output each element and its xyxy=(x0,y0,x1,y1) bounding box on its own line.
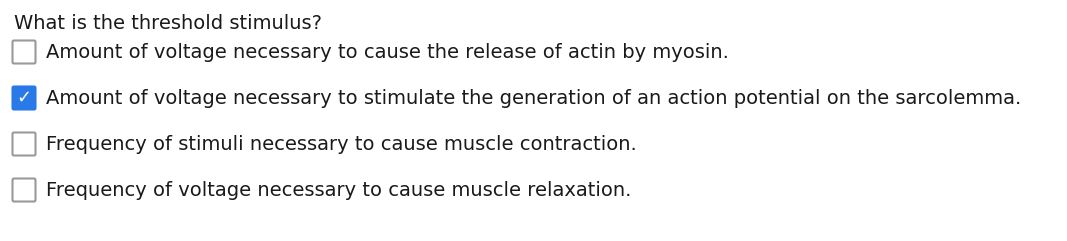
Text: Amount of voltage necessary to stimulate the generation of an action potential o: Amount of voltage necessary to stimulate… xyxy=(46,88,1021,107)
Text: Amount of voltage necessary to cause the release of actin by myosin.: Amount of voltage necessary to cause the… xyxy=(46,42,729,61)
FancyBboxPatch shape xyxy=(13,87,35,109)
FancyBboxPatch shape xyxy=(13,133,35,155)
Text: What is the threshold stimulus?: What is the threshold stimulus? xyxy=(14,14,322,33)
Text: ✓: ✓ xyxy=(16,89,32,107)
Text: Frequency of voltage necessary to cause muscle relaxation.: Frequency of voltage necessary to cause … xyxy=(46,181,632,200)
Text: Frequency of stimuli necessary to cause muscle contraction.: Frequency of stimuli necessary to cause … xyxy=(46,134,637,154)
FancyBboxPatch shape xyxy=(13,179,35,201)
FancyBboxPatch shape xyxy=(13,40,35,63)
